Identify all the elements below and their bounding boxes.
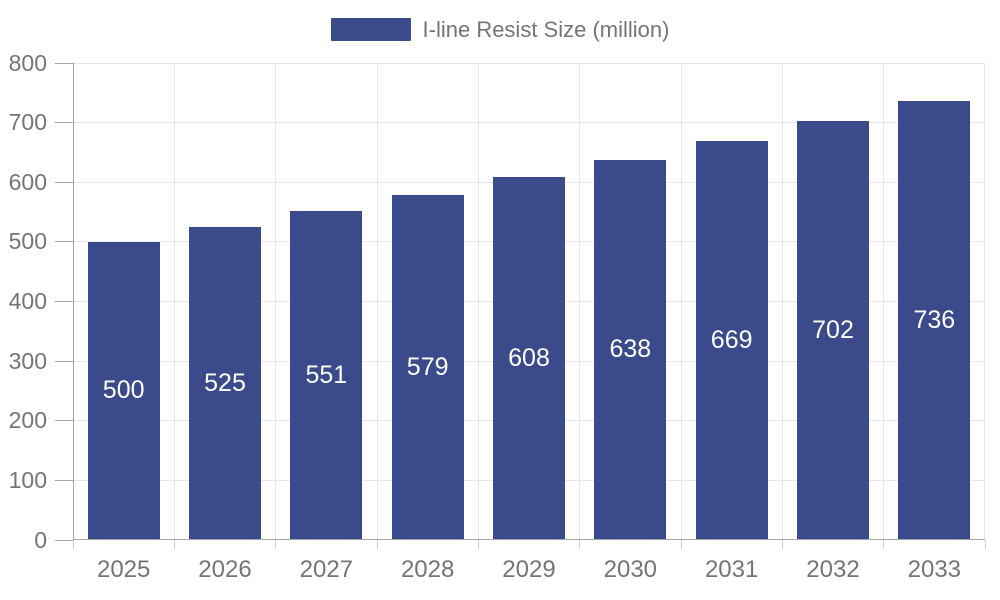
legend-swatch[interactable] — [330, 18, 411, 41]
y-axis-tick — [55, 420, 73, 422]
plot-area: 0 100 200 300 400 500 600 700 800 2025 2026 2027 202… — [9, 51, 986, 582]
x-axis-tick — [781, 540, 783, 549]
bar[interactable]: 736 — [898, 101, 971, 540]
y-axis-tick — [55, 241, 73, 243]
y-axis-tick — [55, 479, 73, 481]
v-gridline — [680, 63, 682, 540]
x-axis-tick-label: 2028 — [400, 556, 455, 583]
bar[interactable]: 579 — [391, 194, 464, 540]
y-axis-tick — [55, 301, 73, 302]
y-axis-tick-label: 0 — [34, 526, 47, 553]
x-axis-tick-label: 2027 — [299, 556, 354, 583]
v-gridline — [477, 63, 479, 540]
y-axis-tick-label: 500 — [8, 228, 47, 255]
x-axis-tick-label: 2026 — [198, 556, 252, 583]
y-axis-tick — [55, 181, 73, 183]
bar[interactable]: 500 — [87, 241, 160, 540]
y-axis-tick-label: 300 — [8, 347, 47, 374]
y-axis-tick-label: 700 — [8, 109, 47, 136]
bar[interactable]: 608 — [493, 177, 565, 540]
v-gridline — [883, 63, 885, 540]
v-gridline — [984, 63, 985, 540]
x-axis-tick — [173, 540, 175, 549]
bar-value-label: 500 — [102, 376, 145, 405]
y-axis-tick-label: 100 — [8, 466, 47, 493]
x-axis-tick-label: 2030 — [603, 556, 658, 583]
bar-value-label: 551 — [305, 361, 348, 390]
y-axis-tick-label: 200 — [8, 407, 47, 434]
x-axis-tick-label: 2033 — [907, 556, 962, 583]
x-axis-tick — [579, 540, 581, 549]
bar[interactable]: 702 — [797, 121, 869, 540]
x-axis-tick — [883, 540, 885, 549]
bar-value-label: 608 — [508, 344, 550, 373]
bar[interactable]: 551 — [290, 211, 363, 540]
v-gridline — [173, 63, 175, 540]
h-gridline — [73, 122, 985, 124]
bar[interactable]: 525 — [189, 226, 261, 540]
y-axis-tick — [55, 539, 73, 541]
x-axis-tick-label: 2031 — [704, 556, 759, 583]
bar-value-label: 702 — [812, 316, 854, 345]
x-axis-tick — [376, 540, 378, 549]
x-axis-tick-label: 2032 — [806, 556, 860, 583]
y-axis-tick — [55, 62, 73, 64]
v-gridline — [275, 63, 277, 540]
v-gridline — [579, 63, 581, 540]
x-axis-tick-label: 2029 — [502, 556, 556, 583]
legend[interactable]: I-line Resist Size (million) — [0, 18, 1000, 41]
x-axis-tick — [275, 540, 277, 549]
y-axis-tick — [55, 360, 73, 362]
x-axis-tick — [680, 540, 682, 549]
bar-value-label: 669 — [710, 326, 753, 355]
x-axis-tick — [984, 540, 986, 549]
legend-label[interactable]: I-line Resist Size (million) — [422, 17, 670, 42]
y-axis-tick-label: 800 — [8, 49, 47, 76]
bar-value-label: 638 — [609, 335, 652, 364]
y-axis-tick — [55, 122, 73, 124]
bar-value-label: 579 — [406, 352, 449, 381]
y-axis-tick-label: 600 — [8, 168, 47, 195]
bar[interactable]: 669 — [695, 141, 768, 540]
bar[interactable]: 638 — [594, 159, 667, 540]
bar-value-label: 525 — [204, 368, 246, 397]
x-axis-tick-label: 2025 — [96, 556, 151, 583]
bar-value-label: 736 — [913, 306, 956, 335]
y-axis-line — [73, 63, 74, 540]
x-axis-tick — [477, 540, 479, 549]
x-axis-tick — [72, 540, 74, 549]
v-gridline — [781, 63, 783, 540]
x-axis-line — [73, 539, 985, 540]
h-gridline — [73, 63, 985, 64]
y-axis-tick-label: 400 — [8, 288, 47, 314]
v-gridline — [376, 63, 378, 540]
